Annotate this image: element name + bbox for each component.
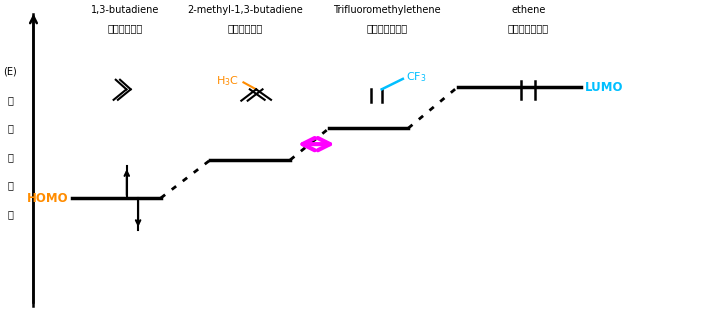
Text: ethene: ethene	[511, 4, 545, 15]
Text: (E): (E)	[4, 66, 17, 76]
Text: ギ: ギ	[7, 180, 13, 190]
Text: （求ジエン体）: （求ジエン体）	[366, 24, 408, 34]
Text: 2-methyl-1,3-butadiene: 2-methyl-1,3-butadiene	[187, 4, 303, 15]
Text: Trifluoromethylethene: Trifluoromethylethene	[333, 4, 441, 15]
Text: （ジエン体）: （ジエン体）	[108, 24, 143, 34]
Text: ー: ー	[7, 209, 13, 219]
Text: HOMO: HOMO	[27, 192, 69, 204]
Text: H$_3$C: H$_3$C	[217, 75, 239, 88]
Text: 1,3-butadiene: 1,3-butadiene	[91, 4, 160, 15]
Text: ネ: ネ	[7, 123, 13, 133]
Text: LUMO: LUMO	[585, 81, 623, 93]
Text: （求ジエン体）: （求ジエン体）	[508, 24, 549, 34]
Text: （ジエン体）: （ジエン体）	[228, 24, 263, 34]
Text: ル: ル	[7, 152, 13, 162]
Text: エ: エ	[7, 95, 13, 105]
Text: CF$_3$: CF$_3$	[406, 70, 427, 84]
